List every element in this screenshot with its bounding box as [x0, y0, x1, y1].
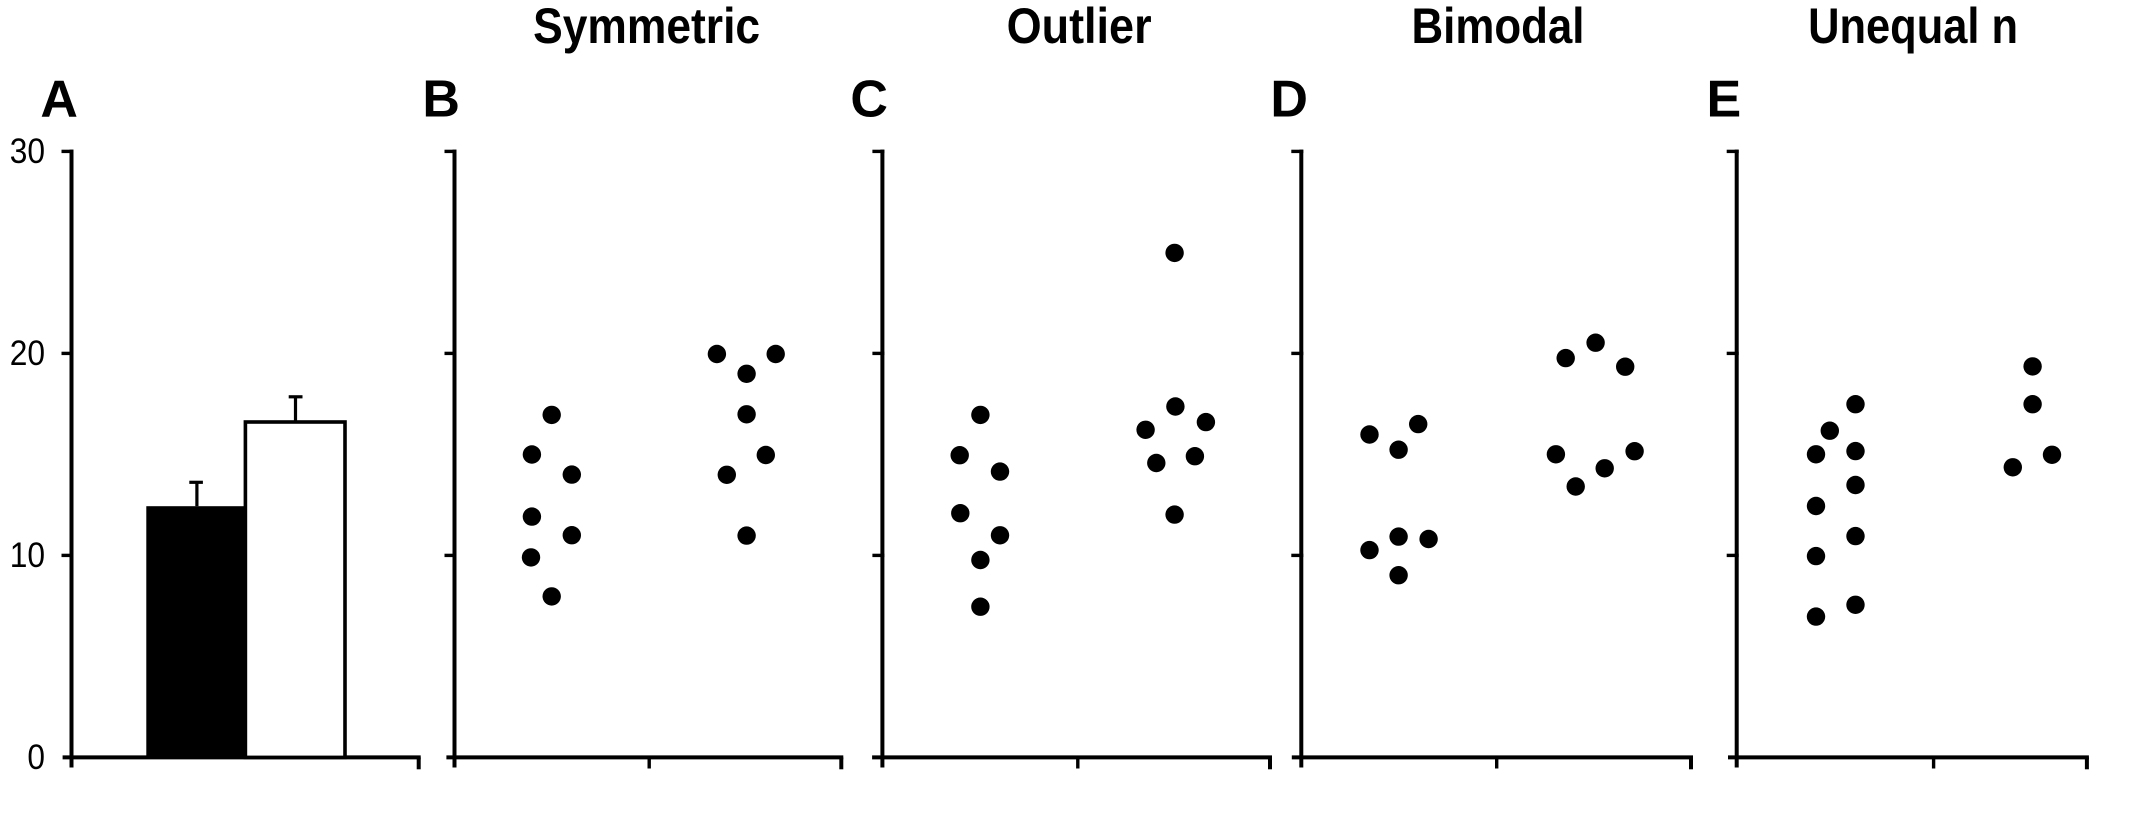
svg-text:D: D: [1270, 71, 1308, 129]
svg-text:Unequal n: Unequal n: [1808, 0, 2018, 54]
svg-text:20: 20: [10, 334, 45, 373]
svg-text:Symmetric: Symmetric: [533, 0, 760, 54]
svg-text:Outlier: Outlier: [1007, 0, 1152, 54]
svg-text:30: 30: [10, 132, 45, 171]
svg-text:A: A: [40, 71, 78, 129]
svg-text:C: C: [850, 71, 888, 129]
svg-text:E: E: [1706, 71, 1741, 129]
svg-text:B: B: [422, 71, 460, 129]
svg-text:0: 0: [27, 738, 45, 777]
svg-text:Bimodal: Bimodal: [1412, 0, 1585, 54]
svg-text:10: 10: [10, 536, 45, 575]
